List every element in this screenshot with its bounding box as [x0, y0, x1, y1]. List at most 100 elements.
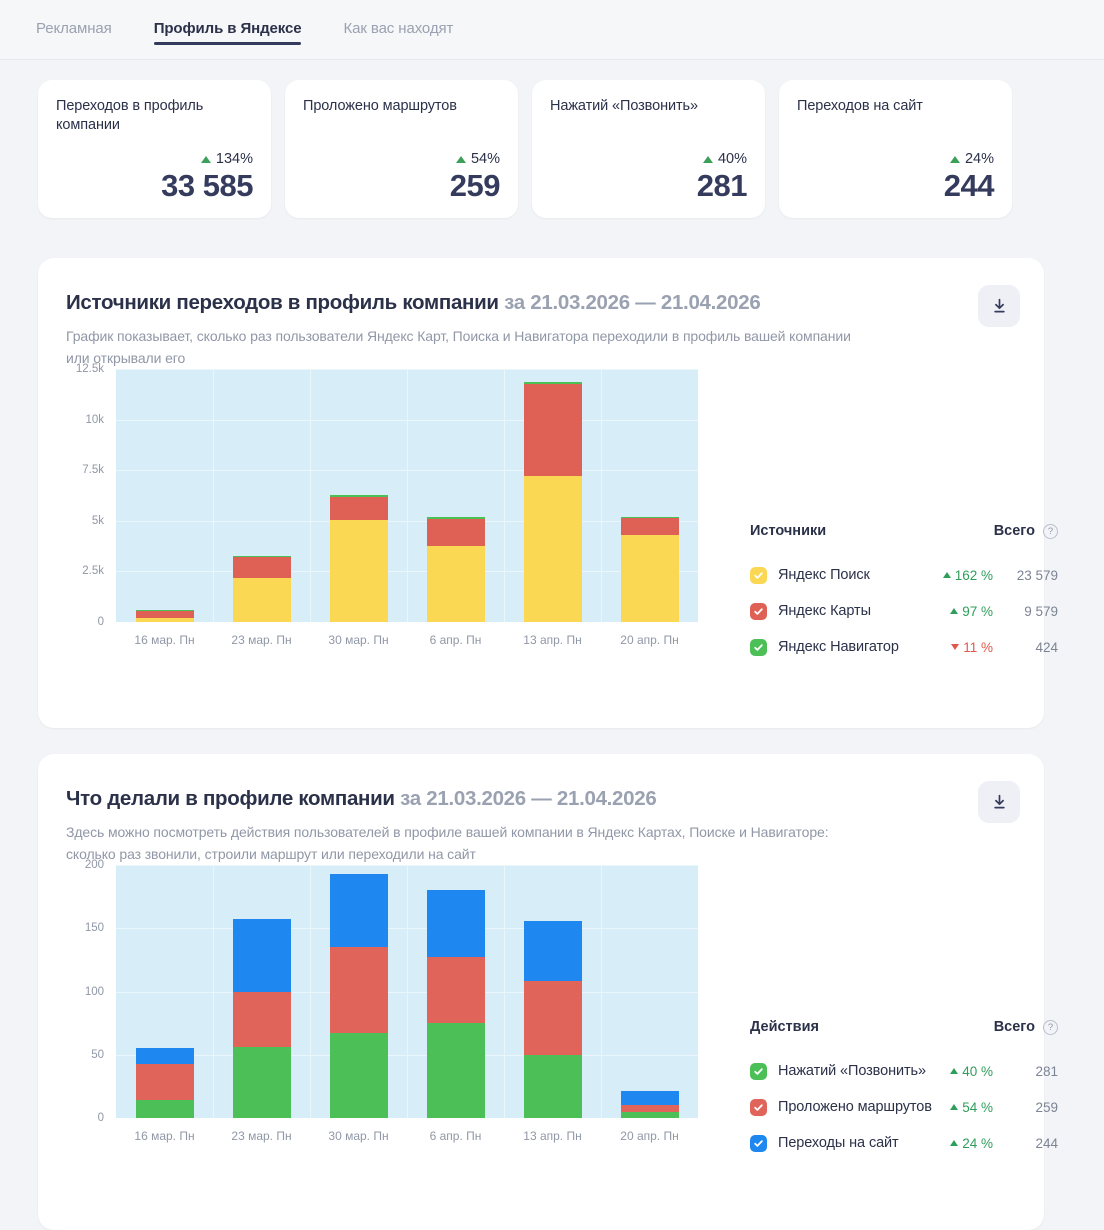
kpi-delta-value: 40% — [717, 151, 747, 167]
checkbox-icon[interactable] — [750, 1098, 767, 1116]
bar-segment — [232, 1047, 291, 1118]
bar-sources[interactable] — [135, 610, 194, 622]
bar-actions[interactable] — [135, 1048, 194, 1118]
legend-change-value: 11 % — [963, 639, 993, 655]
checkbox-icon[interactable] — [750, 1134, 767, 1152]
x-tick-label: 30 мар. Пн — [328, 1129, 389, 1143]
legend-change: 11 % — [951, 640, 993, 655]
bar-segment — [232, 919, 291, 992]
bar-segment — [426, 890, 485, 958]
bar-actions[interactable] — [329, 873, 388, 1118]
bar-segment — [135, 1063, 194, 1101]
trend-up-icon — [949, 155, 960, 163]
panel-title: Что делали в профиле компании за 21.03.2… — [66, 786, 1008, 812]
legend-row[interactable]: Яндекс Карты 97 % 9 579 — [750, 593, 1058, 629]
checkbox-icon[interactable] — [750, 602, 767, 620]
bar-actions[interactable] — [620, 1091, 679, 1118]
plot-area-actions: 0 50 100 150 200 16 мар. Пн 23 мар. Пн 30 мар. … — [66, 859, 730, 1151]
y-tick-label: 10k — [85, 413, 104, 426]
bar-segment — [135, 617, 194, 622]
legend-change-value: 54 % — [962, 1099, 993, 1115]
y-tick-label: 0 — [97, 1112, 104, 1124]
legend-label: Яндекс Карты — [778, 603, 871, 619]
bar-segment — [523, 1054, 582, 1118]
kpi-delta-value: 134% — [215, 151, 253, 167]
kpi-bottom: 54% 259 — [303, 151, 501, 204]
plot-canvas — [116, 865, 698, 1118]
plot-area-sources: 0 2.5k 5k 7.5k 10k 12.5k 16 мар. Пн 23 мар. Пн 3… — [66, 363, 730, 655]
legend-total: 9 579 — [1024, 603, 1058, 619]
gridline-vertical — [601, 369, 602, 622]
bar-sources[interactable] — [329, 494, 388, 622]
legend-row[interactable]: Проложено маршрутов 54 % 259 — [750, 1089, 1058, 1125]
download-button[interactable] — [978, 781, 1020, 823]
kpi-card-routes[interactable]: Проложено маршрутов 54% 259 — [285, 80, 518, 218]
kpi-bottom: 24% 244 — [797, 151, 995, 204]
y-tick-label: 150 — [84, 922, 104, 935]
panel-subtitle: Здесь можно посмотреть действия пользова… — [66, 824, 829, 862]
panel-title-period: за 21.03.2026 — 21.04.2026 — [504, 291, 761, 314]
kpi-card-row: Переходов в профиль компании 134% 33 585… — [38, 80, 1068, 218]
legend-total: 259 — [1035, 1099, 1058, 1115]
tab-reklamnaya[interactable]: Рекламная — [36, 20, 112, 53]
checkbox-icon[interactable] — [750, 638, 767, 656]
gridline-vertical — [213, 369, 214, 622]
bar-sources[interactable] — [232, 555, 291, 622]
legend-header-right: Всего ? — [994, 523, 1058, 539]
y-tick-label: 200 — [84, 859, 104, 871]
y-tick-label: 7.5k — [82, 464, 104, 477]
checkbox-icon[interactable] — [750, 566, 767, 584]
trend-up-icon — [200, 155, 211, 163]
trend-up-icon — [950, 1068, 959, 1074]
x-tick-label: 16 мар. Пн — [134, 633, 195, 647]
kpi-card-profile-visits[interactable]: Переходов в профиль компании 134% 33 585 — [38, 80, 271, 218]
bar-segment — [426, 1023, 485, 1118]
gridline-vertical — [504, 865, 505, 1118]
panel-header: Источники переходов в профиль компании з… — [38, 258, 1044, 369]
legend-row[interactable]: Яндекс Навигатор 11 % 424 — [750, 629, 1058, 665]
legend-row[interactable]: Переходы на сайт 24 % 244 — [750, 1125, 1058, 1161]
bar-sources[interactable] — [523, 382, 582, 622]
bar-actions[interactable] — [523, 920, 582, 1118]
gridline-vertical — [310, 865, 311, 1118]
bar-sources[interactable] — [426, 517, 485, 622]
kpi-card-calls[interactable]: Нажатий «Позвонить» 40% 281 — [532, 80, 765, 218]
legend-row[interactable]: Нажатий «Позвонить» 40 % 281 — [750, 1053, 1058, 1089]
kpi-title: Переходов на сайт — [797, 98, 923, 114]
bar-segment — [135, 1048, 194, 1064]
checkbox-icon[interactable] — [750, 1062, 767, 1080]
tab-label: Профиль в Яндексе — [153, 20, 302, 37]
legend-change-value: 40 % — [962, 1063, 993, 1079]
gridline-vertical — [213, 865, 214, 1118]
bar-segment — [523, 384, 582, 477]
kpi-bottom: 40% 281 — [550, 151, 748, 204]
download-icon — [993, 794, 1005, 808]
gridline-vertical — [310, 369, 311, 622]
help-icon[interactable]: ? — [1043, 523, 1058, 539]
help-icon[interactable]: ? — [1043, 1019, 1058, 1035]
bar-segment — [620, 516, 679, 518]
tab-how-they-find-you[interactable]: Как вас находят — [343, 20, 453, 53]
bar-actions[interactable] — [232, 919, 291, 1118]
bar-segment — [523, 382, 582, 385]
bar-segment — [523, 981, 582, 1055]
y-tick-label: 12.5k — [75, 363, 104, 375]
panel-subtitle: График показывает, сколько раз пользоват… — [66, 328, 851, 366]
kpi-delta-value: 54% — [470, 151, 500, 167]
download-button[interactable] — [978, 285, 1020, 327]
legend-label: Яндекс Навигатор — [778, 639, 899, 655]
y-tick-label: 2.5k — [82, 565, 104, 578]
legend-total: 281 — [1035, 1063, 1058, 1079]
legend-row[interactable]: Яндекс Поиск 162 % 23 579 — [750, 557, 1058, 593]
panel-header: Что делали в профиле компании за 21.03.2… — [38, 754, 1044, 865]
bar-sources[interactable] — [620, 516, 679, 622]
legend-rows: Нажатий «Позвонить» 40 % 281 Проложено марш… — [750, 1053, 1058, 1161]
legend-header-total-label: Всего — [993, 523, 1035, 539]
kpi-bottom: 134% 33 585 — [56, 151, 253, 204]
x-tick-label: 23 мар. Пн — [231, 1129, 292, 1143]
bar-actions[interactable] — [426, 890, 485, 1118]
trend-up-icon — [950, 608, 959, 614]
legend-label: Проложено маршрутов — [778, 1099, 932, 1115]
tab-profile-yandex[interactable]: Профиль в Яндексе — [153, 20, 302, 53]
kpi-card-site-visits[interactable]: Переходов на сайт 24% 244 — [779, 80, 1012, 218]
